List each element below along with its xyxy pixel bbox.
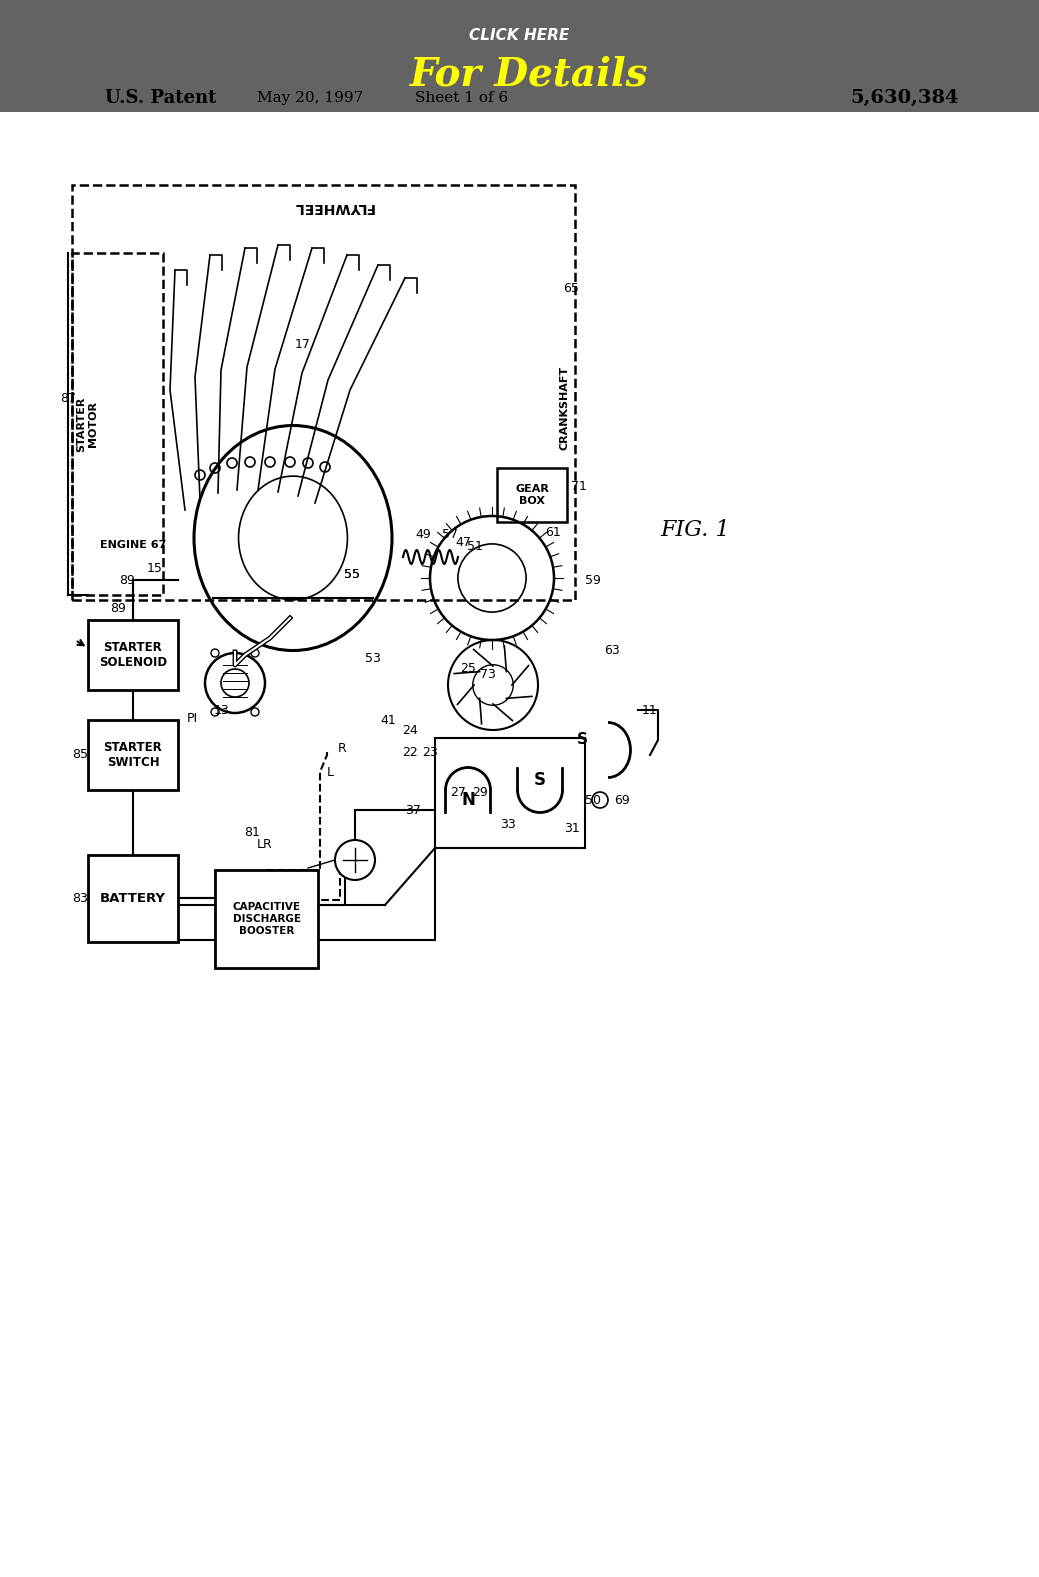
Text: ENGINE 67: ENGINE 67 [100, 539, 166, 550]
Text: GEAR
BOX: GEAR BOX [515, 484, 549, 506]
Text: 11: 11 [642, 703, 658, 716]
Text: S: S [534, 771, 547, 788]
Text: 61: 61 [545, 527, 561, 539]
Bar [435, 738, 585, 848]
Text: 47: 47 [455, 536, 471, 549]
Bar [88, 721, 178, 790]
Text: 29: 29 [472, 785, 488, 798]
Text: 22: 22 [402, 746, 418, 759]
Text: 49: 49 [416, 528, 431, 541]
Text: 31: 31 [564, 822, 580, 834]
Text: 55: 55 [344, 568, 359, 582]
Text: 85: 85 [72, 749, 88, 762]
Text: FLYWHEEL: FLYWHEEL [293, 200, 374, 214]
Text: N: N [461, 792, 475, 809]
Text: 81: 81 [244, 825, 260, 839]
Text: For Details: For Details [410, 55, 648, 93]
Text: 51: 51 [468, 541, 483, 554]
Text: 59: 59 [585, 574, 601, 587]
Circle shape [335, 841, 375, 880]
Text: CAPACITIVE
DISCHARGE
BOOSTER: CAPACITIVE DISCHARGE BOOSTER [233, 902, 300, 935]
Text: 19: 19 [342, 856, 357, 869]
Text: STARTER
SWITCH: STARTER SWITCH [104, 741, 162, 770]
Text: 33: 33 [500, 818, 516, 831]
Text: 55: 55 [344, 568, 359, 582]
Text: 69: 69 [614, 793, 630, 806]
Text: May 20, 1997: May 20, 1997 [257, 91, 363, 106]
Text: FIG. 1: FIG. 1 [660, 519, 729, 541]
Text: 17: 17 [295, 339, 311, 352]
Text: U.S. Patent: U.S. Patent [105, 88, 216, 107]
Text: 87: 87 [60, 391, 76, 404]
Text: 23: 23 [422, 746, 437, 759]
Text: R: R [338, 741, 346, 754]
Bar [215, 871, 318, 968]
Text: BATTERY: BATTERY [100, 893, 166, 905]
Text: STARTER
SOLENOID: STARTER SOLENOID [99, 640, 167, 669]
Text: 13: 13 [214, 703, 230, 716]
Bar [0, 0, 1039, 112]
Text: 89: 89 [110, 601, 126, 615]
Bar [88, 855, 178, 941]
Text: 53: 53 [365, 651, 381, 664]
Text: 71: 71 [571, 479, 587, 492]
Text: LR: LR [257, 839, 273, 852]
Text: 15: 15 [148, 561, 163, 574]
Text: L: L [326, 765, 334, 779]
Text: 57: 57 [442, 528, 458, 541]
Text: 83: 83 [72, 891, 88, 905]
Text: 63: 63 [604, 643, 620, 656]
Text: 50: 50 [585, 793, 601, 806]
Bar [72, 185, 575, 599]
Text: 65: 65 [563, 282, 579, 295]
Bar [497, 468, 567, 522]
Text: 41: 41 [380, 713, 396, 727]
Text: Sheet 1 of 6: Sheet 1 of 6 [416, 91, 509, 106]
Text: PI: PI [186, 711, 197, 724]
Text: 25: 25 [460, 661, 476, 675]
Text: 37: 37 [405, 804, 421, 817]
Text: 89: 89 [119, 574, 135, 587]
Text: 27: 27 [450, 785, 465, 798]
Text: STARTER
MOTOR: STARTER MOTOR [76, 396, 99, 451]
Text: CRANKSHAFT: CRANKSHAFT [559, 366, 569, 449]
Text: CLICK HERE: CLICK HERE [470, 28, 569, 44]
Bar [88, 620, 178, 691]
Bar [72, 252, 163, 595]
Text: S: S [577, 732, 587, 747]
Text: 73: 73 [480, 669, 496, 681]
Text: 24: 24 [402, 724, 418, 736]
Text: 5,630,384: 5,630,384 [851, 88, 959, 107]
